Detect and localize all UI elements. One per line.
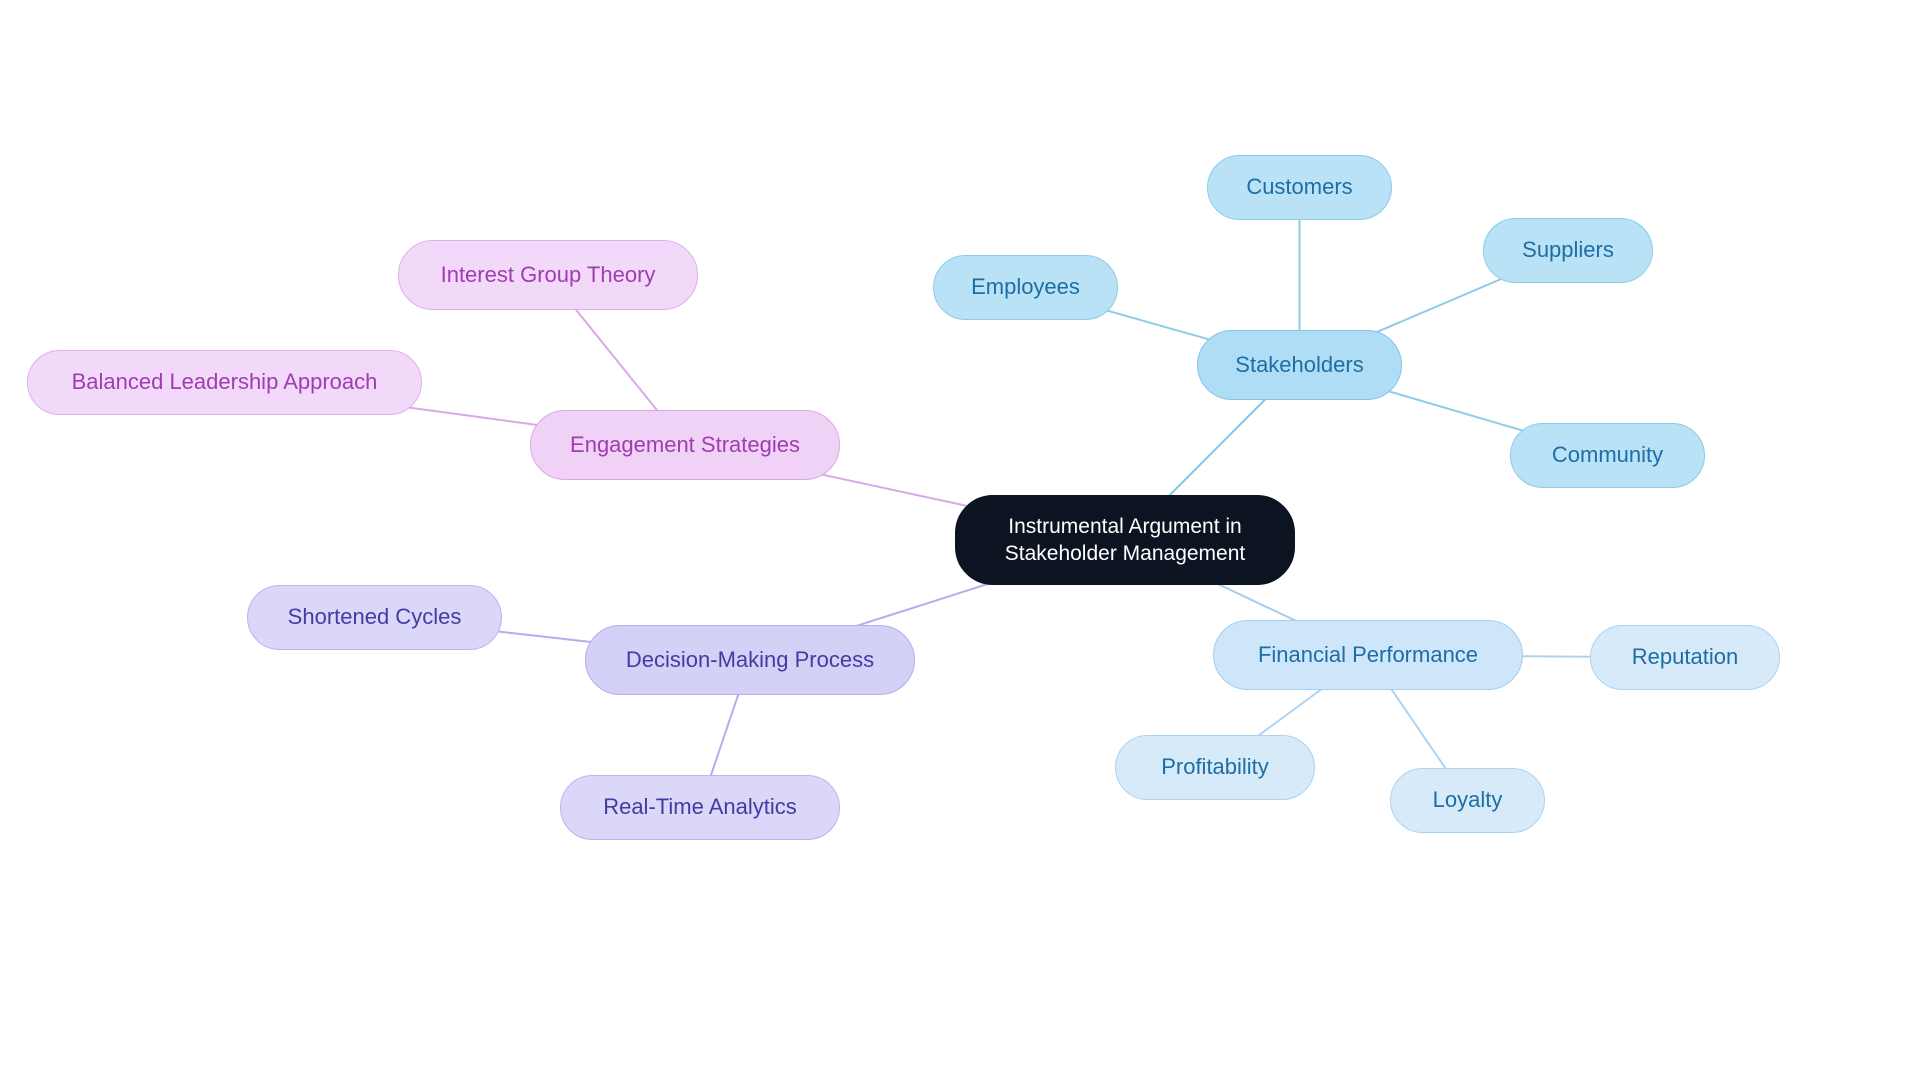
node-root: Instrumental Argument in Stakeholder Man… <box>955 495 1295 585</box>
node-employees: Employees <box>933 255 1118 320</box>
node-loyalty: Loyalty <box>1390 768 1545 833</box>
node-label: Financial Performance <box>1258 641 1478 670</box>
node-rta: Real-Time Analytics <box>560 775 840 840</box>
node-label: Profitability <box>1161 753 1269 782</box>
node-label: Interest Group Theory <box>441 261 656 290</box>
node-label: Instrumental Argument in Stakeholder Man… <box>1005 513 1246 568</box>
node-decision: Decision-Making Process <box>585 625 915 695</box>
node-label: Community <box>1552 441 1663 470</box>
node-label: Real-Time Analytics <box>603 793 797 822</box>
node-label: Reputation <box>1632 643 1738 672</box>
node-label: Suppliers <box>1522 236 1614 265</box>
node-bla: Balanced Leadership Approach <box>27 350 422 415</box>
node-igt: Interest Group Theory <box>398 240 698 310</box>
node-community: Community <box>1510 423 1705 488</box>
node-profit: Profitability <box>1115 735 1315 800</box>
node-shortcycles: Shortened Cycles <box>247 585 502 650</box>
node-label: Employees <box>971 273 1080 302</box>
node-customers: Customers <box>1207 155 1392 220</box>
node-stakeholders: Stakeholders <box>1197 330 1402 400</box>
node-suppliers: Suppliers <box>1483 218 1653 283</box>
node-finperf: Financial Performance <box>1213 620 1523 690</box>
node-label: Stakeholders <box>1235 351 1363 380</box>
node-label: Customers <box>1246 173 1352 202</box>
node-label: Balanced Leadership Approach <box>72 368 378 397</box>
node-label: Loyalty <box>1433 786 1503 815</box>
node-label: Engagement Strategies <box>570 431 800 460</box>
node-engagement: Engagement Strategies <box>530 410 840 480</box>
node-label: Decision-Making Process <box>626 646 874 675</box>
node-label: Shortened Cycles <box>288 603 462 632</box>
node-reputation: Reputation <box>1590 625 1780 690</box>
mindmap-canvas: Instrumental Argument in Stakeholder Man… <box>0 0 1920 1083</box>
